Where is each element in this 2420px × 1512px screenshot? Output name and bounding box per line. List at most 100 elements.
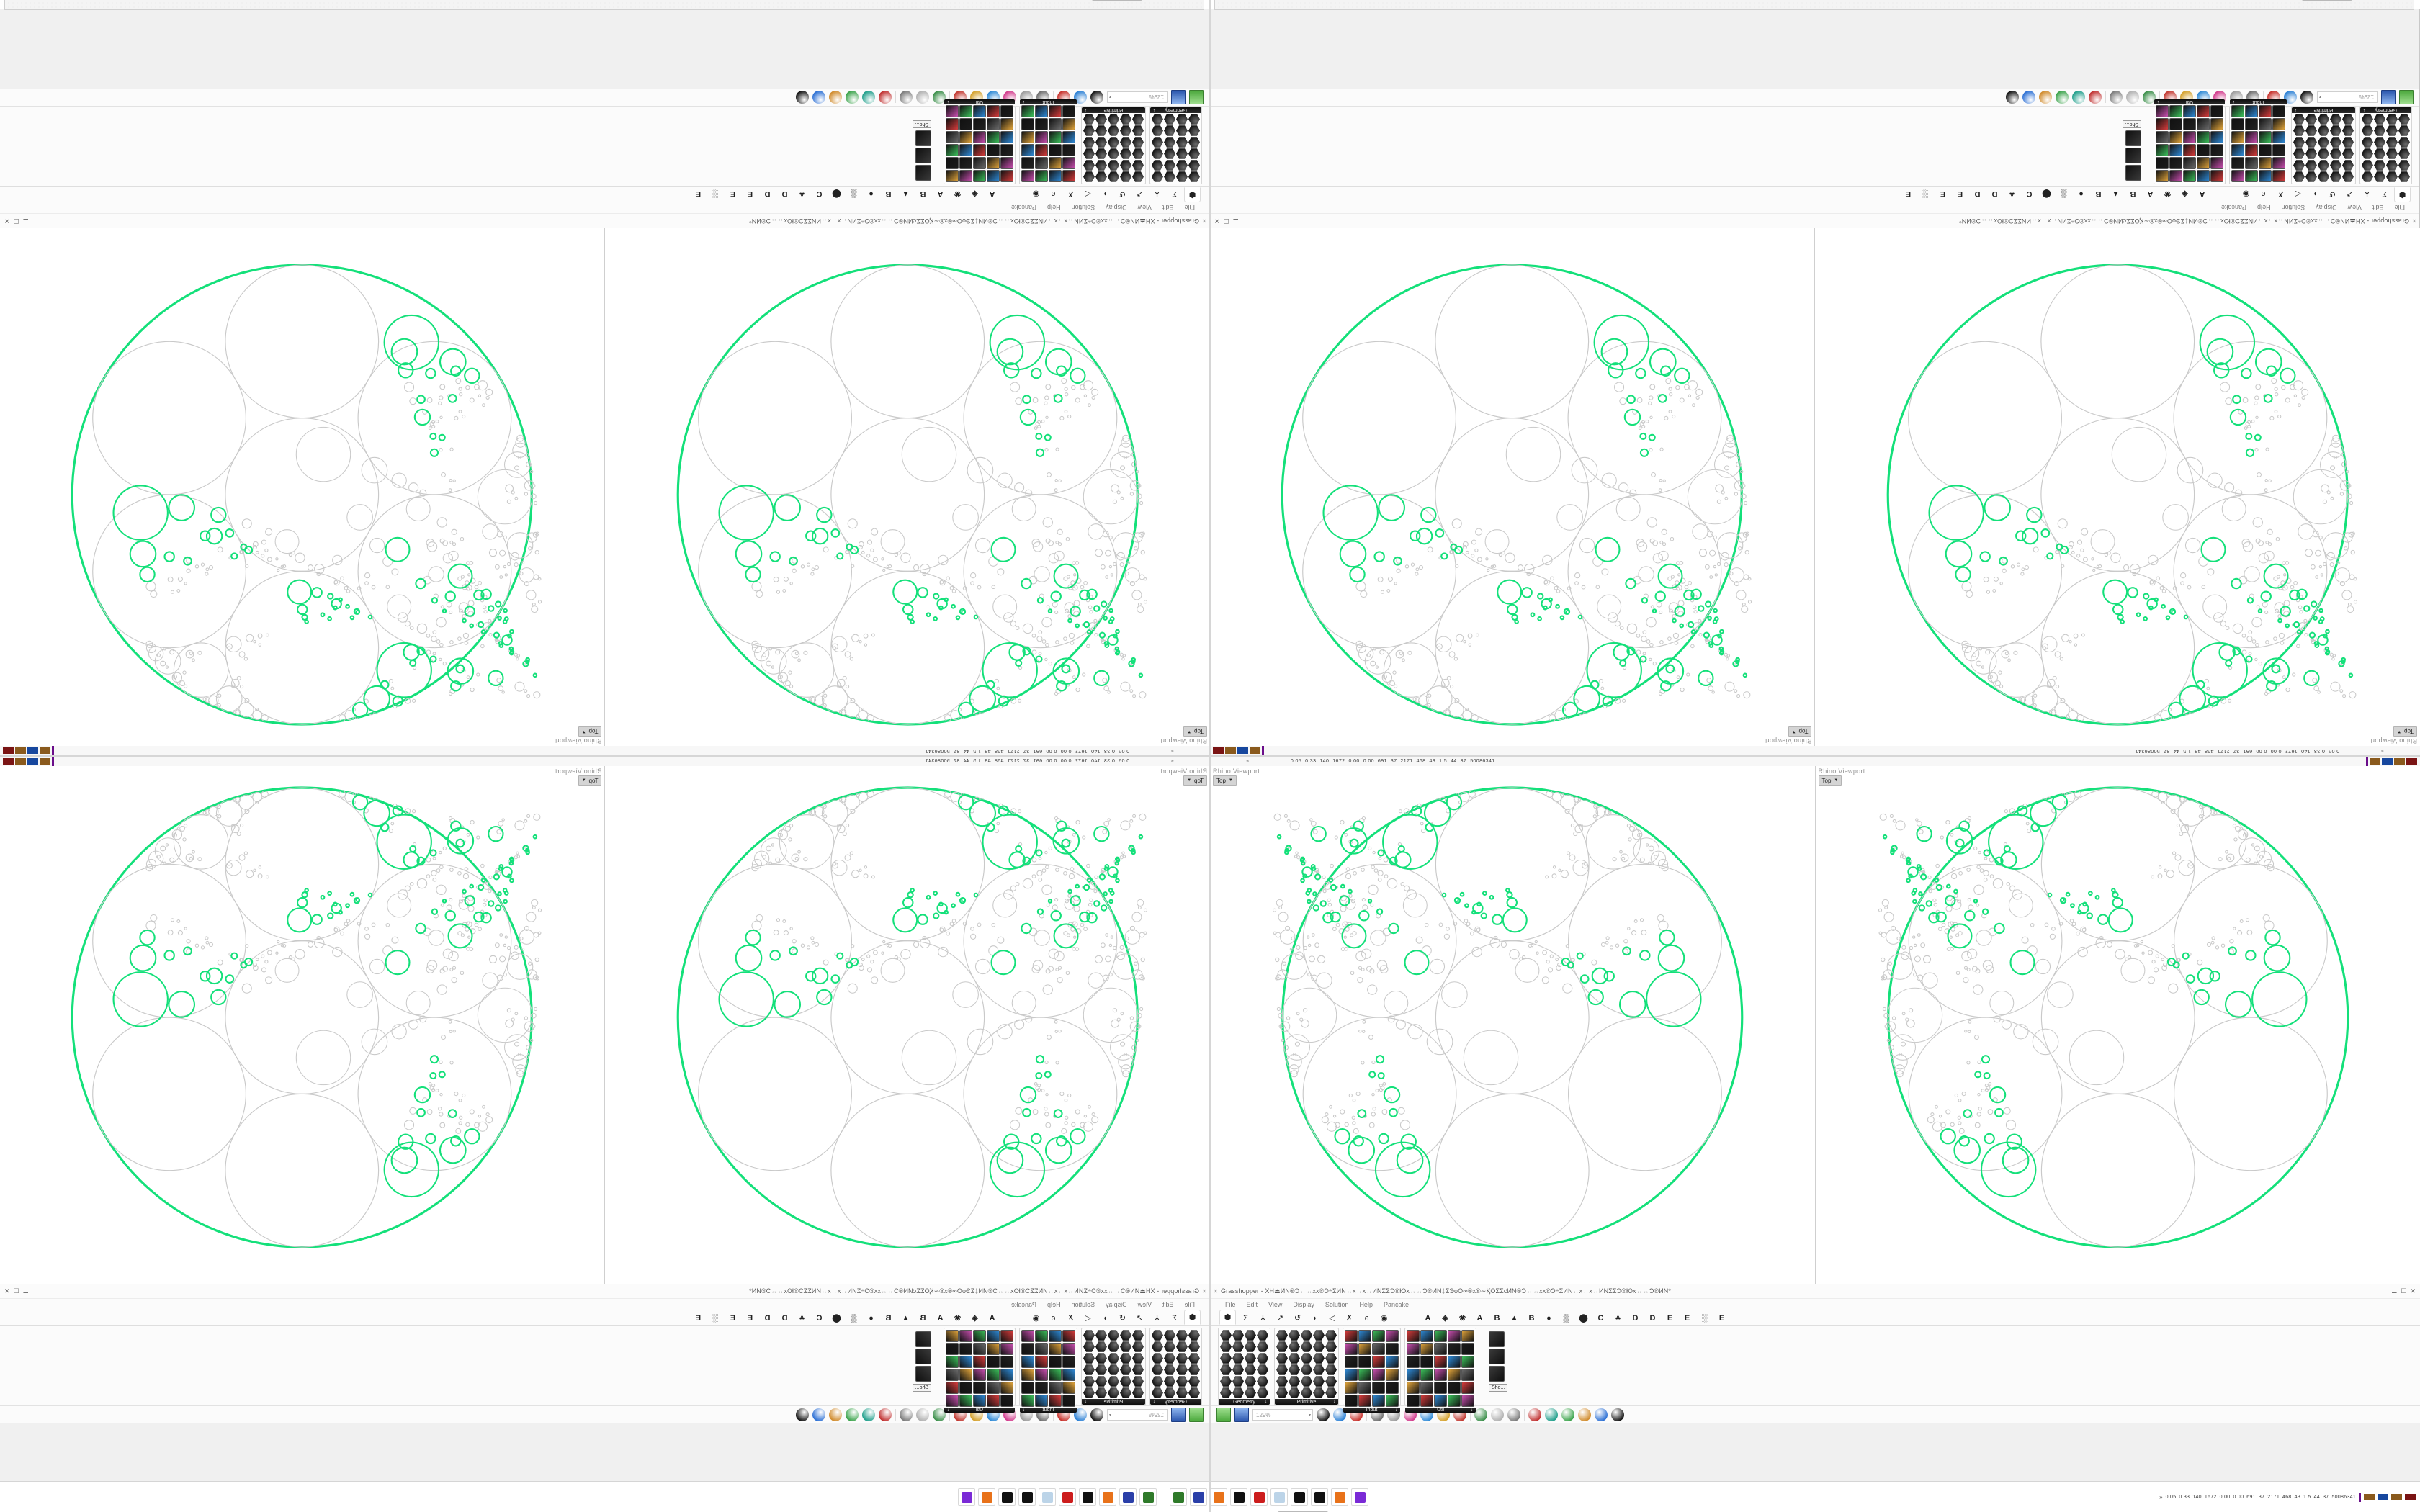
component-icon[interactable] [1232,1353,1244,1364]
window-controls[interactable]: ⚊ ☐ ✕ [2391,1287,2420,1295]
component-icon[interactable] [2342,137,2354,148]
component-icon[interactable] [959,1369,972,1381]
component-icon[interactable] [2183,157,2196,169]
component-icon[interactable] [1188,1387,1200,1398]
ribbon-tab-3[interactable]: ↗ [1136,189,1144,198]
component-icon[interactable] [1313,1353,1325,1364]
component-icon[interactable] [2259,170,2272,182]
vp-teal-icon[interactable] [846,1408,859,1421]
close-icon[interactable]: ✕ [1201,1288,1207,1295]
component-icon[interactable] [1062,105,1075,117]
rhino-status-chevron[interactable]: » [1246,758,1249,764]
ribbon-group-primitive[interactable]: Primitive ↓ [1274,1328,1339,1405]
ribbon-tab-7[interactable]: ✗ [1345,1314,1353,1323]
component-icon[interactable] [946,1330,959,1342]
component-icon[interactable] [1176,1376,1188,1387]
grasshopper-menu-bar[interactable]: File Edit View Display Solution Help Pancake [0,202,1209,213]
component-icon[interactable] [1164,160,1175,171]
component-icon[interactable] [1325,1341,1337,1352]
component-icon[interactable] [1035,1395,1048,1407]
ribbon-tab-r10[interactable]: C [1597,1313,1604,1323]
component-icon[interactable] [2330,125,2341,136]
component-icon[interactable] [1152,114,1163,125]
component-icon[interactable] [1083,125,1095,136]
component-icon[interactable] [2330,114,2341,125]
save-file-icon[interactable] [1171,1408,1186,1422]
component-icon[interactable] [1358,1356,1371,1368]
ribbon-tab-r14[interactable]: E [747,189,753,199]
component-icon[interactable] [1049,157,1062,169]
red-app-icon[interactable] [1250,1488,1268,1506]
component-icon[interactable] [2330,171,2341,182]
component-icon[interactable] [2197,170,2210,182]
ribbon-group-input[interactable]: Input ↓ [1019,99,1077,184]
ribbon-flyout[interactable]: Sho... [912,1331,931,1392]
ribbon-tab-4[interactable]: ↺ [1294,1314,1301,1323]
component-icon[interactable] [1276,1364,1288,1375]
ribbon-tab-r14[interactable]: E [747,1313,753,1323]
component-icon[interactable] [2398,171,2410,182]
ribbon-tab-r2[interactable]: ❀ [1458,1314,1466,1323]
preview-shaded-icon[interactable] [2089,91,2102,104]
ribbon-tab-r2[interactable]: ❀ [954,1314,962,1323]
chevron-down-icon[interactable]: ↓ [947,99,949,104]
ribbon-tab-r16[interactable]: ░ [1922,189,1929,199]
ribbon-group-geometry[interactable]: Geometry ↓ [1218,1328,1270,1405]
ribbon-tab-r5[interactable]: ▲ [902,189,910,199]
rhino-viewport-right[interactable]: Rhino Viewport Top ▼ [0,766,605,1284]
open-file-icon[interactable] [1189,90,1204,104]
vp-green-icon[interactable] [2039,91,2052,104]
ribbon-tab-9[interactable]: ◉ [1032,189,1040,198]
ribbon-tab-r14[interactable]: E [1667,1313,1673,1323]
ribbon-tab-r6[interactable]: B [885,1313,892,1323]
chevron-down-icon[interactable]: ↓ [2157,99,2159,104]
component-icon[interactable] [959,131,972,143]
maze2-icon[interactable] [1291,1488,1308,1506]
viewport-view-selector[interactable]: Top ▼ [1213,775,1237,786]
component-icon[interactable] [1257,1353,1268,1364]
viewport-view-selector[interactable]: Top ▼ [578,726,602,737]
component-icon[interactable] [1000,1330,1013,1342]
component-icon[interactable] [2169,118,2182,130]
ribbon-group-input[interactable]: Input ↓ [2229,99,2287,184]
menu-item-file[interactable]: File [1225,1300,1236,1308]
close-icon[interactable]: ✕ [1213,1288,1219,1295]
ribbon-tab-4[interactable]: ↺ [1119,1314,1126,1323]
close-icon[interactable]: ✕ [1201,217,1207,224]
ribbon-tab-r9[interactable]: ⬤ [832,1314,841,1323]
grasshopper-title-bar[interactable]: ✕ Grasshopper - XH⏏ИN®Ɔ↔↔xx®Ɔ÷ΣИN↔x↔x↔ИN… [0,213,1209,228]
component-icon[interactable] [1132,125,1144,136]
ribbon-flyout[interactable]: Sho... [912,120,931,181]
rhino-viewport-left[interactable]: Rhino Viewport Top ▼ [1210,766,1816,1284]
component-icon[interactable] [1132,1376,1144,1387]
component-icon[interactable] [1021,157,1034,169]
component-icon[interactable] [2156,118,2169,130]
component-icon[interactable] [1095,1387,1107,1398]
component-icon[interactable] [1062,170,1075,182]
ribbon-tab-r15[interactable]: E [1940,189,1946,199]
component-icon[interactable] [1062,144,1075,156]
ribbon-tab-5[interactable]: ◗ [1103,1313,1108,1323]
ribbon-group-util[interactable]: Util ↓ [1404,1328,1476,1413]
component-icon[interactable] [1434,1356,1447,1368]
component-icon[interactable] [1386,1356,1399,1368]
ribbon-tab-r7[interactable]: ● [869,189,874,199]
component-icon[interactable] [1448,1330,1461,1342]
ribbon-tab-r12[interactable]: D [1991,189,1998,199]
component-icon[interactable] [973,1382,986,1394]
component-icon[interactable] [1095,137,1107,148]
menu-item-display[interactable]: Display [1106,204,1127,212]
component-icon[interactable] [987,1395,1000,1407]
component-icon[interactable] [1325,1353,1337,1364]
zoom-level-input[interactable]: 129% ▾ [1107,91,1168,103]
ribbon-group-geometry[interactable]: Geometry ↓ [2360,107,2412,184]
component-icon[interactable] [2210,105,2223,117]
ribbon-flyout[interactable]: Sho... [1489,1331,1508,1392]
chevron-down-icon[interactable]: ↓ [947,1408,949,1413]
ribbon-tab-1[interactable]: Σ [1243,1313,1248,1323]
ribbon-tab-3[interactable]: ↗ [2346,189,2354,198]
vp-blue-icon[interactable] [796,91,809,104]
vp-green-icon[interactable] [829,1408,842,1421]
rhino-viewport-right[interactable]: Rhino Viewport Top ▼ [1210,228,1815,746]
component-icon[interactable] [1108,1387,1119,1398]
